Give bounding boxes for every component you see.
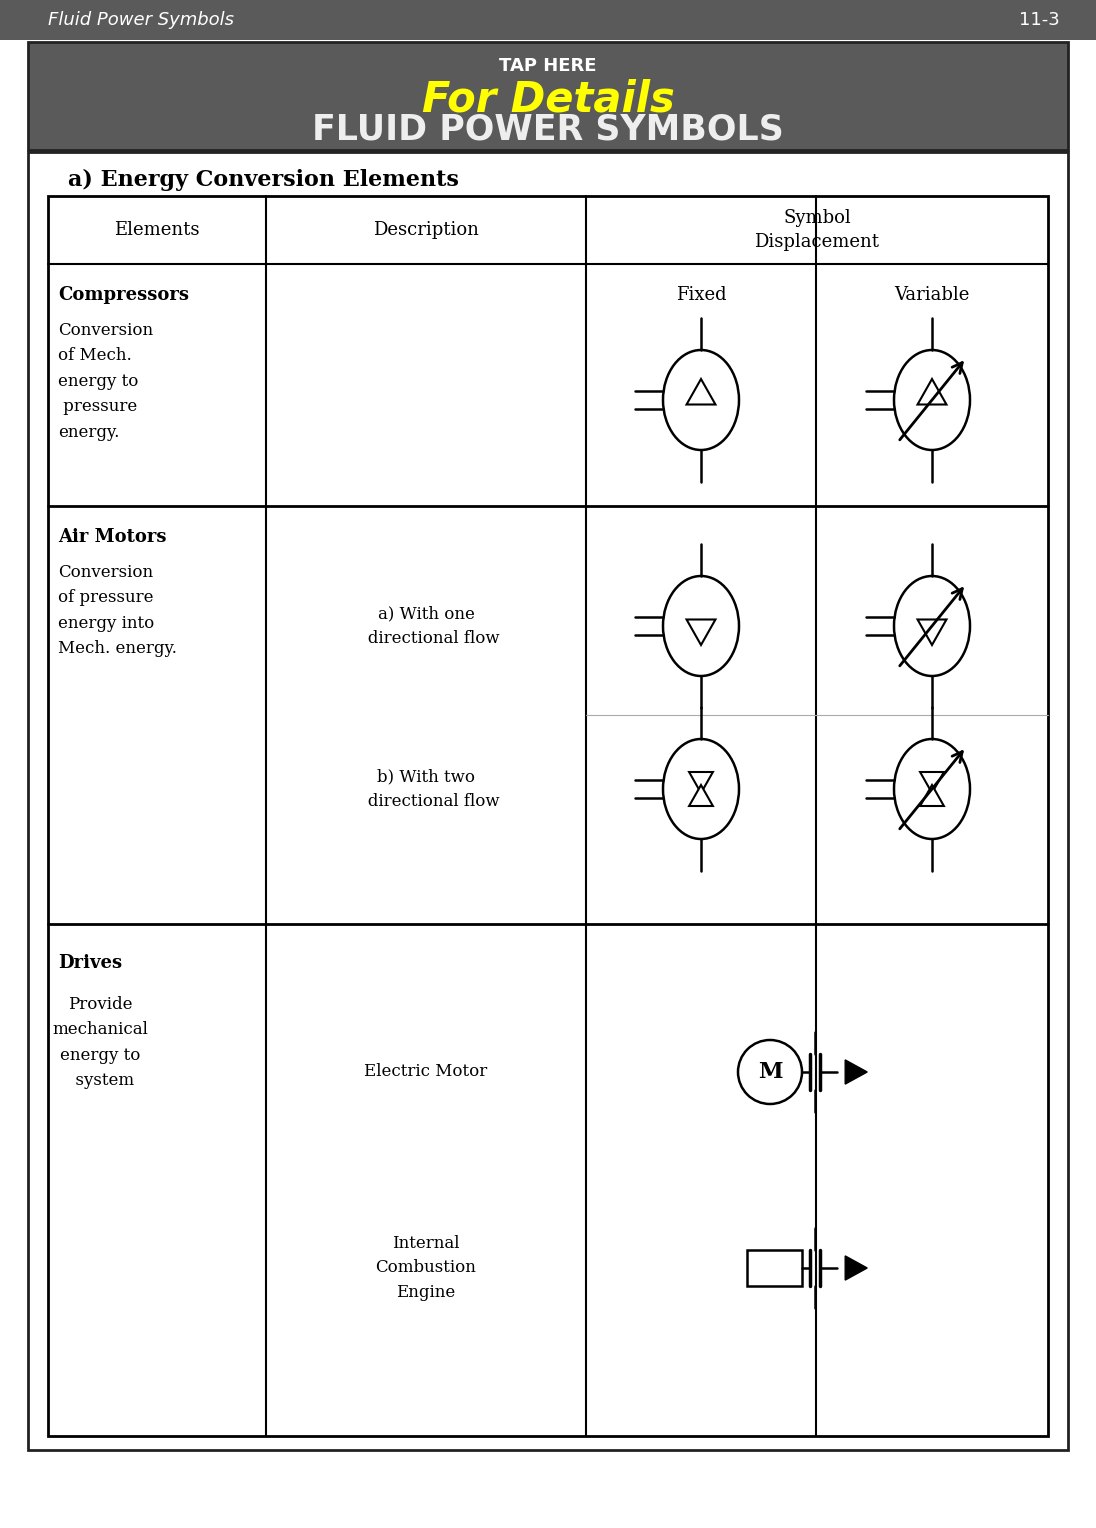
Text: For Details: For Details <box>422 79 674 121</box>
Text: Conversion
of pressure
energy into
Mech. energy.: Conversion of pressure energy into Mech.… <box>58 564 176 657</box>
Bar <box>0 0 1096 40</box>
Polygon shape <box>686 619 716 645</box>
Ellipse shape <box>663 576 739 675</box>
Polygon shape <box>921 772 944 793</box>
Ellipse shape <box>663 740 739 839</box>
Text: Internal
Combustion
Engine: Internal Combustion Engine <box>376 1235 477 1302</box>
Text: Variable: Variable <box>894 286 970 304</box>
Text: Fixed: Fixed <box>676 286 727 304</box>
Text: Conversion
of Mech.
energy to
 pressure
energy.: Conversion of Mech. energy to pressure e… <box>58 322 153 440</box>
Bar <box>28 151 1068 1450</box>
Polygon shape <box>689 772 712 793</box>
Text: Provide
mechanical
energy to
  system: Provide mechanical energy to system <box>53 996 148 1089</box>
Text: M: M <box>757 1060 783 1083</box>
Text: 11-3: 11-3 <box>1019 11 1060 29</box>
Ellipse shape <box>894 576 970 675</box>
Bar <box>48 196 1048 1436</box>
Text: b) With two
   directional flow: b) With two directional flow <box>352 769 500 810</box>
Polygon shape <box>845 1060 867 1083</box>
Text: Elements: Elements <box>114 222 199 238</box>
Polygon shape <box>917 379 947 405</box>
Polygon shape <box>917 619 947 645</box>
Polygon shape <box>689 785 712 805</box>
Text: Symbol
Displacement: Symbol Displacement <box>754 209 879 251</box>
Text: a) Energy Conversion Elements: a) Energy Conversion Elements <box>68 170 459 191</box>
Polygon shape <box>845 1256 867 1280</box>
Ellipse shape <box>663 350 739 451</box>
Text: FLUID POWER SYMBOLS: FLUID POWER SYMBOLS <box>312 113 784 147</box>
Text: Electric Motor: Electric Motor <box>364 1063 488 1080</box>
Text: Air Motors: Air Motors <box>58 529 167 545</box>
Text: Drives: Drives <box>58 953 122 972</box>
Text: Compressors: Compressors <box>58 286 189 304</box>
Text: Description: Description <box>373 222 479 238</box>
Text: TAP HERE: TAP HERE <box>500 57 596 75</box>
Ellipse shape <box>894 350 970 451</box>
Text: a) With one
   directional flow: a) With one directional flow <box>352 605 500 646</box>
Polygon shape <box>686 379 716 405</box>
Ellipse shape <box>894 740 970 839</box>
Ellipse shape <box>738 1041 802 1105</box>
Polygon shape <box>921 785 944 805</box>
Text: Fluid Power Symbols: Fluid Power Symbols <box>48 11 235 29</box>
Bar <box>28 41 1068 150</box>
Bar <box>747 1250 802 1287</box>
